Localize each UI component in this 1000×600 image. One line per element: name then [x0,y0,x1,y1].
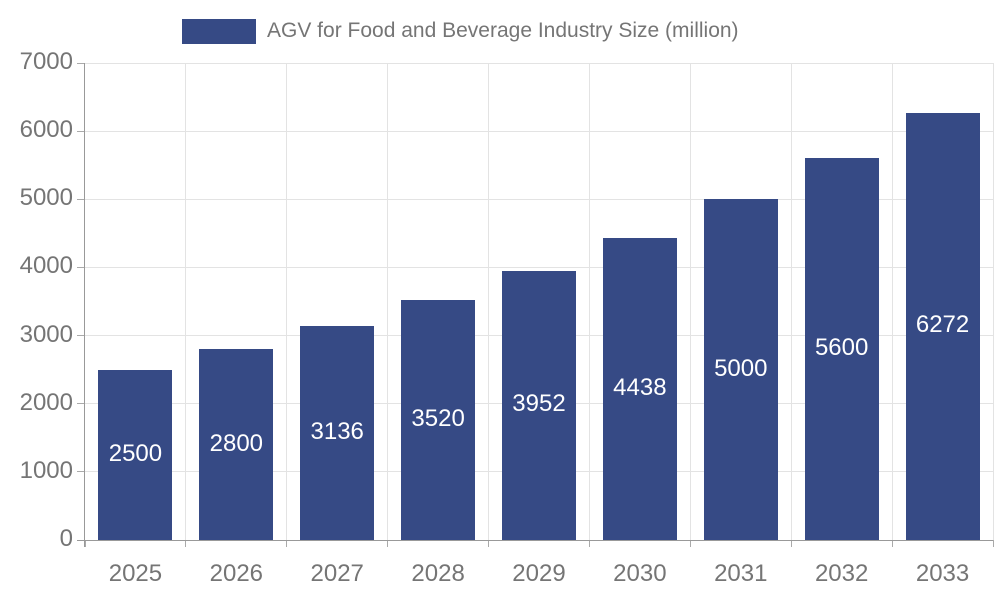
bar-value-label: 3136 [310,418,364,446]
bar [905,112,980,540]
bar [602,237,677,540]
bar [300,326,375,540]
x-axis-tick [992,540,994,547]
y-tick-label: 7000 [19,48,73,75]
y-axis-tick [77,403,85,405]
gridline-vertical [891,63,893,540]
bar-value-label: 4438 [613,373,667,401]
x-axis-line [77,539,993,541]
bar [98,369,173,540]
y-axis-line [84,63,85,547]
gridline-vertical [488,63,490,540]
x-axis-tick [286,540,288,547]
x-tick-label: 2033 [915,560,970,587]
gridline-vertical [992,63,994,540]
y-tick-label: 3000 [19,320,73,348]
y-axis-tick [77,471,85,473]
x-axis-tick [790,540,792,547]
y-axis-tick [77,198,85,200]
legend-item[interactable]: AGV for Food and Beverage Industry Size … [182,17,739,45]
y-tick-label: 6000 [19,116,73,144]
x-tick-label: 2032 [814,560,869,587]
gridline-horizontal [85,266,993,268]
x-tick-label: 2025 [108,560,163,587]
bar [401,300,476,540]
y-tick-label: 2000 [19,388,73,416]
gridline-vertical [185,63,187,540]
x-tick-label: 2030 [613,560,667,587]
gridline-vertical [387,63,389,540]
x-axis-tick [689,540,691,547]
x-axis-tick [387,540,389,547]
y-tick-label: 0 [59,525,73,552]
x-axis-tick [84,540,86,547]
bar-value-label: 6272 [915,311,970,339]
x-axis-tick [891,540,893,547]
gridline-horizontal [85,130,993,132]
x-axis-tick [588,540,590,547]
x-tick-label: 2029 [512,560,566,587]
bar [703,199,778,540]
x-tick-label: 2031 [714,560,768,587]
legend-label: AGV for Food and Beverage Industry Size … [267,19,739,42]
y-axis-tick [77,130,85,132]
y-axis-tick [77,335,85,337]
bar-value-label: 5000 [714,354,768,382]
x-tick-label: 2026 [209,560,264,587]
bar-value-label: 5600 [814,334,869,362]
y-axis-tick [77,62,85,64]
y-tick-label: 5000 [19,184,73,212]
gridline-vertical [286,63,288,540]
bar [502,270,576,540]
bar-value-label: 3952 [512,390,566,418]
x-tick-label: 2028 [411,560,465,587]
x-axis-tick [488,540,490,547]
y-tick-label: 4000 [19,252,73,280]
bar [199,349,274,540]
gridline-horizontal [85,198,993,200]
bar-value-label: 3520 [411,405,465,433]
x-tick-label: 2027 [310,560,364,587]
legend-swatch [182,18,256,44]
bar-value-label: 2500 [108,439,163,467]
bar-value-label: 2800 [209,429,264,457]
gridline-vertical [588,63,590,540]
y-axis-tick [77,266,85,268]
gridline-vertical [790,63,792,540]
gridline-horizontal [85,62,993,64]
y-tick-label: 1000 [19,456,73,484]
gridline-vertical [689,63,691,540]
bar [804,158,879,540]
x-axis-tick [185,540,187,547]
